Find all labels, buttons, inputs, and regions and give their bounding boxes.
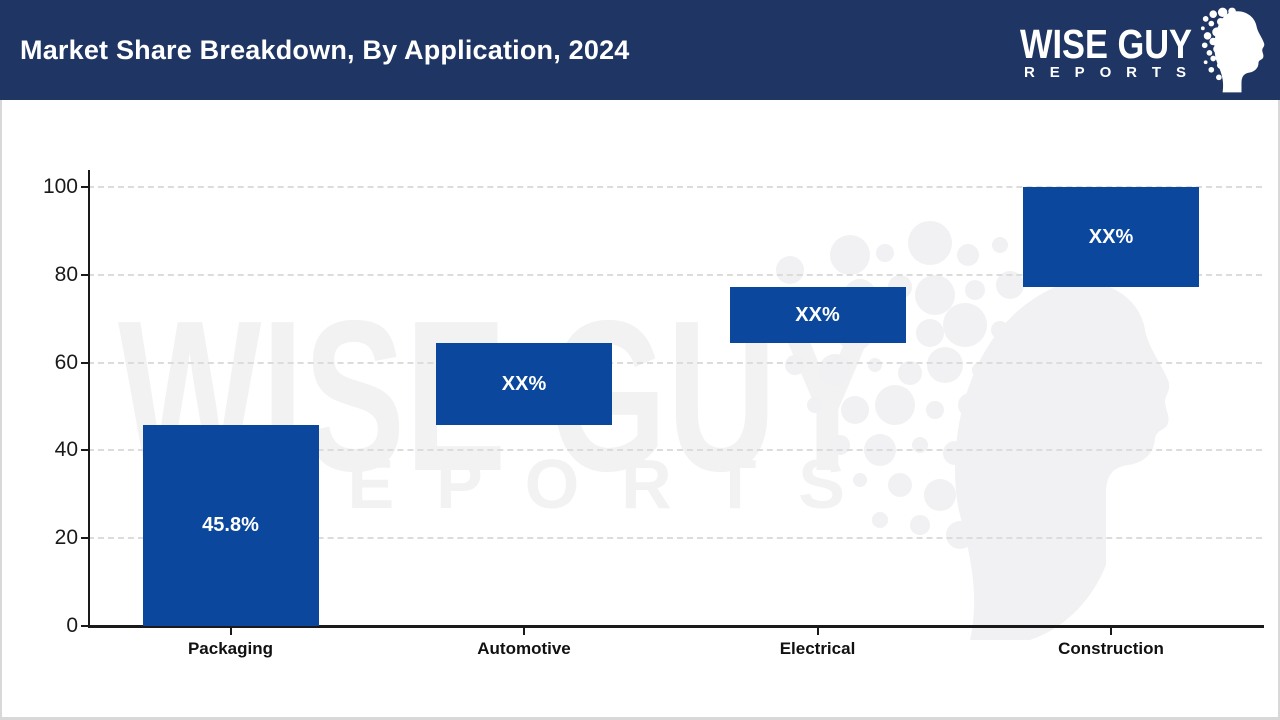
bar-value-label: XX%: [501, 372, 547, 395]
header-bar: Market Share Breakdown, By Application, …: [0, 0, 1280, 100]
x-tick-label-packaging: Packaging: [187, 639, 274, 658]
y-tick-100: [81, 186, 88, 188]
bar-value-label: XX%: [795, 303, 840, 326]
y-tick-80: [81, 273, 88, 276]
y-axis-line: [88, 170, 90, 628]
logo-head-icon: [1200, 7, 1265, 93]
gridline-80: [88, 273, 1262, 276]
x-tick-packaging: [229, 628, 232, 635]
x-tick-construction: [1110, 628, 1112, 635]
y-tick-label-60: 60: [54, 350, 78, 374]
logo-wordmark: WISE GUY REPORTS: [1020, 21, 1192, 81]
logo-line1: WISE GUY: [1020, 21, 1192, 67]
y-tick-label-100: 100: [42, 175, 78, 198]
y-tick-40: [81, 449, 88, 452]
y-tick-60: [81, 361, 88, 364]
wise-guy-logo: WISE GUY REPORTS: [1018, 7, 1266, 93]
gridline-20: [88, 537, 1262, 540]
y-tick-label-40: 40: [54, 438, 78, 462]
watermark-line2: REPORTS: [255, 445, 845, 523]
x-tick-electrical: [816, 628, 819, 635]
x-tick-automotive: [523, 628, 525, 635]
bar-packaging: 45.8%: [142, 424, 319, 626]
x-tick-label-electrical: Electrical: [779, 639, 856, 658]
x-tick-label-construction: Construction: [1058, 639, 1164, 658]
x-tick-label-automotive: Automotive: [477, 639, 571, 658]
gridline-40: [88, 449, 1262, 452]
y-tick-label-0: 0: [66, 614, 78, 637]
bar-value-label: XX%: [1088, 225, 1134, 248]
y-tick-label-80: 80: [54, 262, 78, 286]
bar-electrical: XX%: [729, 287, 906, 344]
y-tick-label-20: 20: [54, 526, 78, 550]
page-title: Market Share Breakdown, By Application, …: [20, 34, 630, 65]
bar-construction: XX%: [1023, 187, 1199, 288]
gridline-60: [88, 361, 1262, 364]
x-axis-line: [88, 625, 1264, 628]
y-tick-20: [81, 537, 88, 540]
bar-value-label: 45.8%: [202, 513, 259, 536]
y-tick-0: [81, 625, 88, 627]
gridline-100: [88, 186, 1262, 188]
bar-automotive: XX%: [436, 343, 612, 425]
